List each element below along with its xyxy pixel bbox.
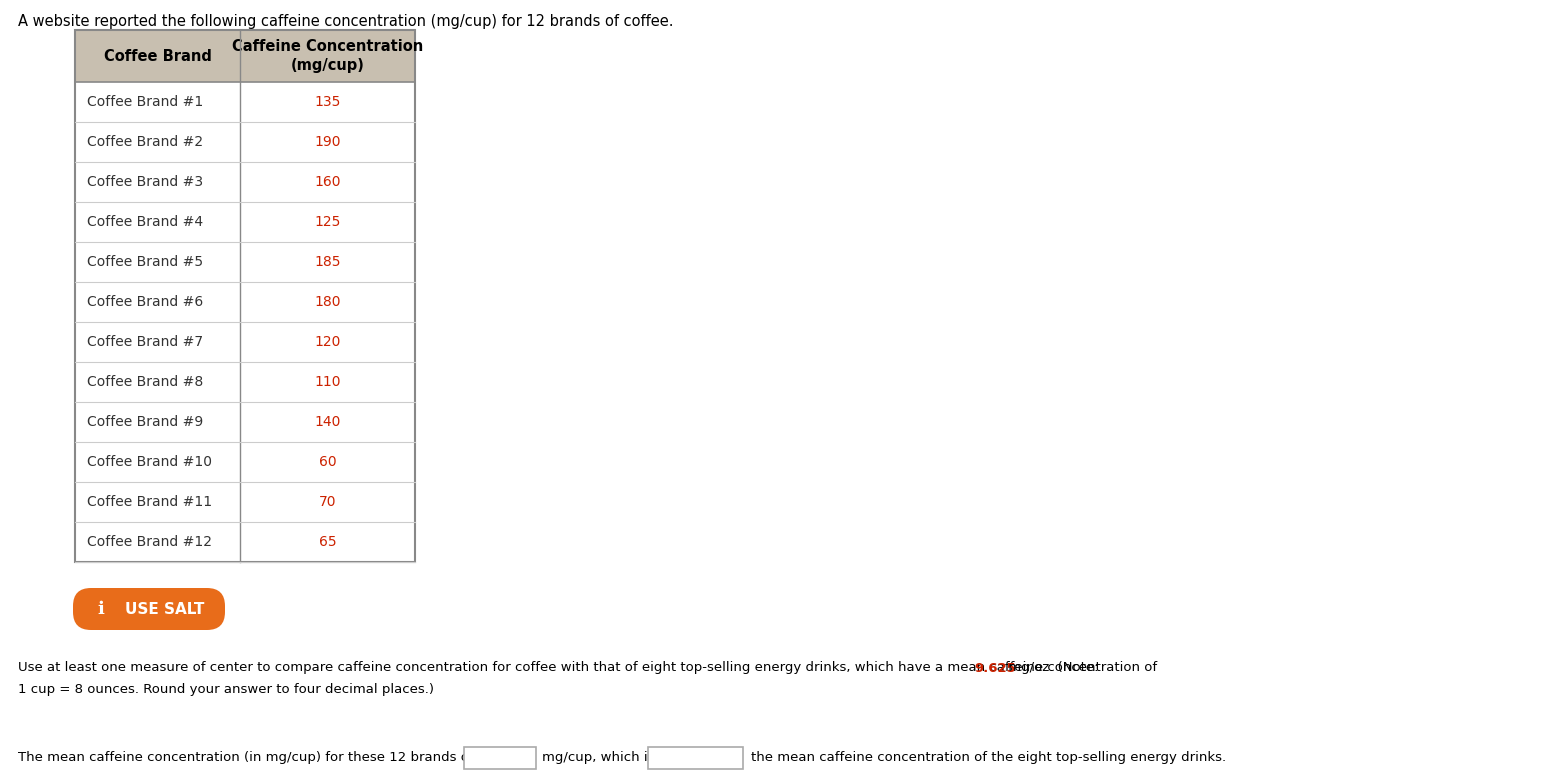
Text: 140: 140: [315, 415, 341, 429]
Text: 60: 60: [319, 455, 336, 469]
Text: 70: 70: [319, 495, 336, 509]
Text: 9.625: 9.625: [974, 662, 1015, 674]
Text: Coffee Brand #5: Coffee Brand #5: [86, 255, 204, 269]
Bar: [648, 747, 744, 769]
Text: Coffee Brand #8: Coffee Brand #8: [86, 375, 204, 389]
Text: Coffee Brand #12: Coffee Brand #12: [86, 535, 211, 549]
Text: Coffee Brand #4: Coffee Brand #4: [86, 215, 204, 229]
Text: 110: 110: [315, 375, 341, 389]
Text: 125: 125: [315, 215, 341, 229]
Text: 135: 135: [315, 95, 341, 109]
Bar: [76, 30, 415, 562]
Text: ℹ: ℹ: [97, 600, 105, 618]
Text: 120: 120: [315, 335, 341, 349]
Text: Coffee Brand #11: Coffee Brand #11: [86, 495, 211, 509]
Text: 190: 190: [315, 135, 341, 149]
Text: A website reported the following caffeine concentration (mg/cup) for 12 brands o: A website reported the following caffein…: [19, 14, 673, 29]
Text: Coffee Brand #6: Coffee Brand #6: [86, 295, 204, 309]
Text: 185: 185: [315, 255, 341, 269]
Text: Coffee Brand #9: Coffee Brand #9: [86, 415, 204, 429]
Text: Coffee Brand #3: Coffee Brand #3: [86, 175, 204, 189]
Text: The mean caffeine concentration (in mg/cup) for these 12 brands of coffee is: The mean caffeine concentration (in mg/c…: [19, 752, 534, 764]
Text: mg/oz. (Note:: mg/oz. (Note:: [1004, 662, 1099, 674]
Text: the mean caffeine concentration of the eight top-selling energy drinks.: the mean caffeine concentration of the e…: [751, 752, 1227, 764]
Text: 1 cup = 8 ounces. Round your answer to four decimal places.): 1 cup = 8 ounces. Round your answer to f…: [19, 684, 434, 696]
Text: Caffeine Concentration
(mg/cup): Caffeine Concentration (mg/cup): [231, 39, 423, 73]
Text: Coffee Brand #7: Coffee Brand #7: [86, 335, 204, 349]
Text: Coffee Brand #10: Coffee Brand #10: [86, 455, 211, 469]
Bar: [76, 30, 415, 82]
Text: mg/cup, which is: mg/cup, which is: [542, 752, 654, 764]
Text: ▼: ▼: [730, 753, 736, 763]
Text: Use at least one measure of center to compare caffeine concentration for coffee : Use at least one measure of center to co…: [19, 662, 1162, 674]
Text: 160: 160: [315, 175, 341, 189]
Bar: [464, 747, 535, 769]
Text: Coffee Brand #2: Coffee Brand #2: [86, 135, 204, 149]
Text: USE SALT: USE SALT: [125, 601, 205, 616]
FancyBboxPatch shape: [73, 588, 225, 630]
Text: 180: 180: [315, 295, 341, 309]
Text: 65: 65: [319, 535, 336, 549]
Text: ---Select---: ---Select---: [654, 752, 716, 764]
Text: Coffee Brand: Coffee Brand: [103, 49, 211, 64]
Text: Coffee Brand #1: Coffee Brand #1: [86, 95, 204, 109]
